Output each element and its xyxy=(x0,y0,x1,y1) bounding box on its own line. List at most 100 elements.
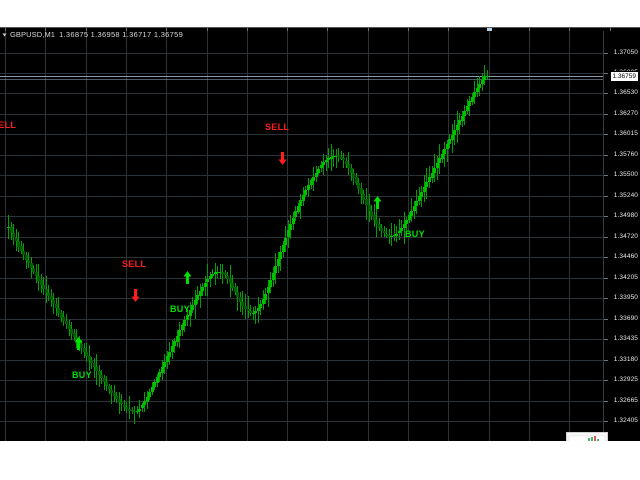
candle-body xyxy=(425,182,428,187)
price-tick-mark xyxy=(604,196,608,197)
candle-body xyxy=(403,224,406,228)
candle-body xyxy=(163,362,166,367)
window-top-margin xyxy=(0,0,640,27)
candle-body xyxy=(380,228,383,231)
price-tick-mark xyxy=(604,237,608,238)
candle-body xyxy=(373,215,376,220)
candle-body xyxy=(27,260,30,263)
candle-body xyxy=(413,206,416,211)
price-label: 1.35760 xyxy=(613,151,638,158)
time-tick xyxy=(287,27,288,31)
candle-body xyxy=(133,411,136,412)
candle-wick xyxy=(237,286,238,311)
candle-wick xyxy=(437,156,438,180)
grid-line-horizontal xyxy=(0,237,604,238)
chart-plot-area[interactable]: SELL SELL SELL BUY BUY BUY xyxy=(0,27,604,441)
candle-body xyxy=(57,308,60,313)
candle-body xyxy=(332,156,335,157)
candle-body xyxy=(431,173,434,178)
candle-body xyxy=(118,399,121,402)
grid-line-horizontal xyxy=(0,73,604,74)
candle-body xyxy=(141,405,144,408)
candle-wick xyxy=(200,284,201,308)
candle-body xyxy=(20,246,23,251)
grid-line-horizontal xyxy=(0,360,604,361)
price-label: 1.33690 xyxy=(613,315,638,322)
candle-wick xyxy=(386,228,387,238)
current-price-line-shadow xyxy=(0,79,604,80)
candle-body xyxy=(93,363,96,367)
candle-body xyxy=(284,238,287,245)
candle-wick xyxy=(477,78,478,97)
signal-label-buy: BUY xyxy=(72,370,92,380)
candle-wick xyxy=(248,296,249,318)
candle-body xyxy=(52,300,55,304)
candle-body xyxy=(247,309,250,311)
candle-body xyxy=(186,315,189,320)
time-tick xyxy=(207,27,208,31)
grid-line-horizontal xyxy=(0,380,604,381)
candle-body xyxy=(415,201,418,206)
candle-body xyxy=(123,405,126,407)
candle-body xyxy=(138,409,141,411)
price-tick-mark xyxy=(604,53,608,54)
candle-body xyxy=(317,169,320,173)
price-label: 1.33180 xyxy=(613,356,638,363)
candle-body xyxy=(312,177,315,181)
signal-label-sell: SELL xyxy=(122,259,147,269)
candle-body xyxy=(211,274,214,276)
candle-wick xyxy=(109,384,110,394)
candle-body xyxy=(236,292,239,297)
candle-body xyxy=(360,188,363,194)
arrow-down-icon xyxy=(131,289,140,302)
candle-body xyxy=(22,251,25,255)
window-bottom-margin xyxy=(0,441,640,480)
candle-body xyxy=(209,276,212,279)
candle-body xyxy=(166,356,169,362)
grid-line-horizontal xyxy=(0,298,604,299)
candle-body xyxy=(267,287,270,293)
candle-body xyxy=(428,177,431,182)
grid-line-vertical xyxy=(126,27,127,441)
grid-line-vertical xyxy=(408,27,409,441)
candle-body xyxy=(189,310,192,316)
candle-body xyxy=(443,149,446,154)
candle-wick xyxy=(220,264,221,279)
grid-line-horizontal xyxy=(0,93,604,94)
price-scale-axis[interactable]: 1.370501.368051.365301.362701.360151.357… xyxy=(603,27,640,441)
candle-wick xyxy=(250,305,251,316)
price-label: 1.32405 xyxy=(613,417,638,424)
candle-body xyxy=(80,344,83,348)
candle-wick xyxy=(487,70,488,80)
time-tick xyxy=(569,27,570,31)
mt4-chart-window[interactable]: SELLSELLSELLBUYBUYBUY 1.370501.368051.36… xyxy=(0,27,640,441)
candle-body xyxy=(272,273,275,280)
candle-body xyxy=(252,313,255,314)
candle-wick xyxy=(58,297,59,317)
price-label: 1.36270 xyxy=(613,110,638,117)
candle-body xyxy=(436,163,439,168)
candle-body xyxy=(423,187,426,192)
grid-line-vertical xyxy=(368,27,369,441)
candle-body xyxy=(216,272,219,273)
candle-body xyxy=(282,245,285,252)
candle-body xyxy=(128,409,131,411)
candle-wick xyxy=(94,358,95,378)
candle-body xyxy=(337,156,340,157)
candle-wick xyxy=(411,198,412,222)
candle-body xyxy=(85,352,88,356)
triangle-down-icon[interactable] xyxy=(2,33,7,36)
grid-line-horizontal xyxy=(0,257,604,258)
candle-body xyxy=(451,135,454,140)
candle-body xyxy=(113,393,116,396)
candle-body xyxy=(471,97,474,102)
candle-body xyxy=(194,300,197,305)
candle-body xyxy=(335,156,338,157)
candle-body xyxy=(75,337,78,341)
price-label: 1.32925 xyxy=(613,376,638,383)
candle-body xyxy=(100,375,103,378)
candle-body xyxy=(136,411,139,412)
candle-body xyxy=(350,168,353,173)
grid-line-vertical xyxy=(569,27,570,441)
candle-body xyxy=(204,283,207,287)
